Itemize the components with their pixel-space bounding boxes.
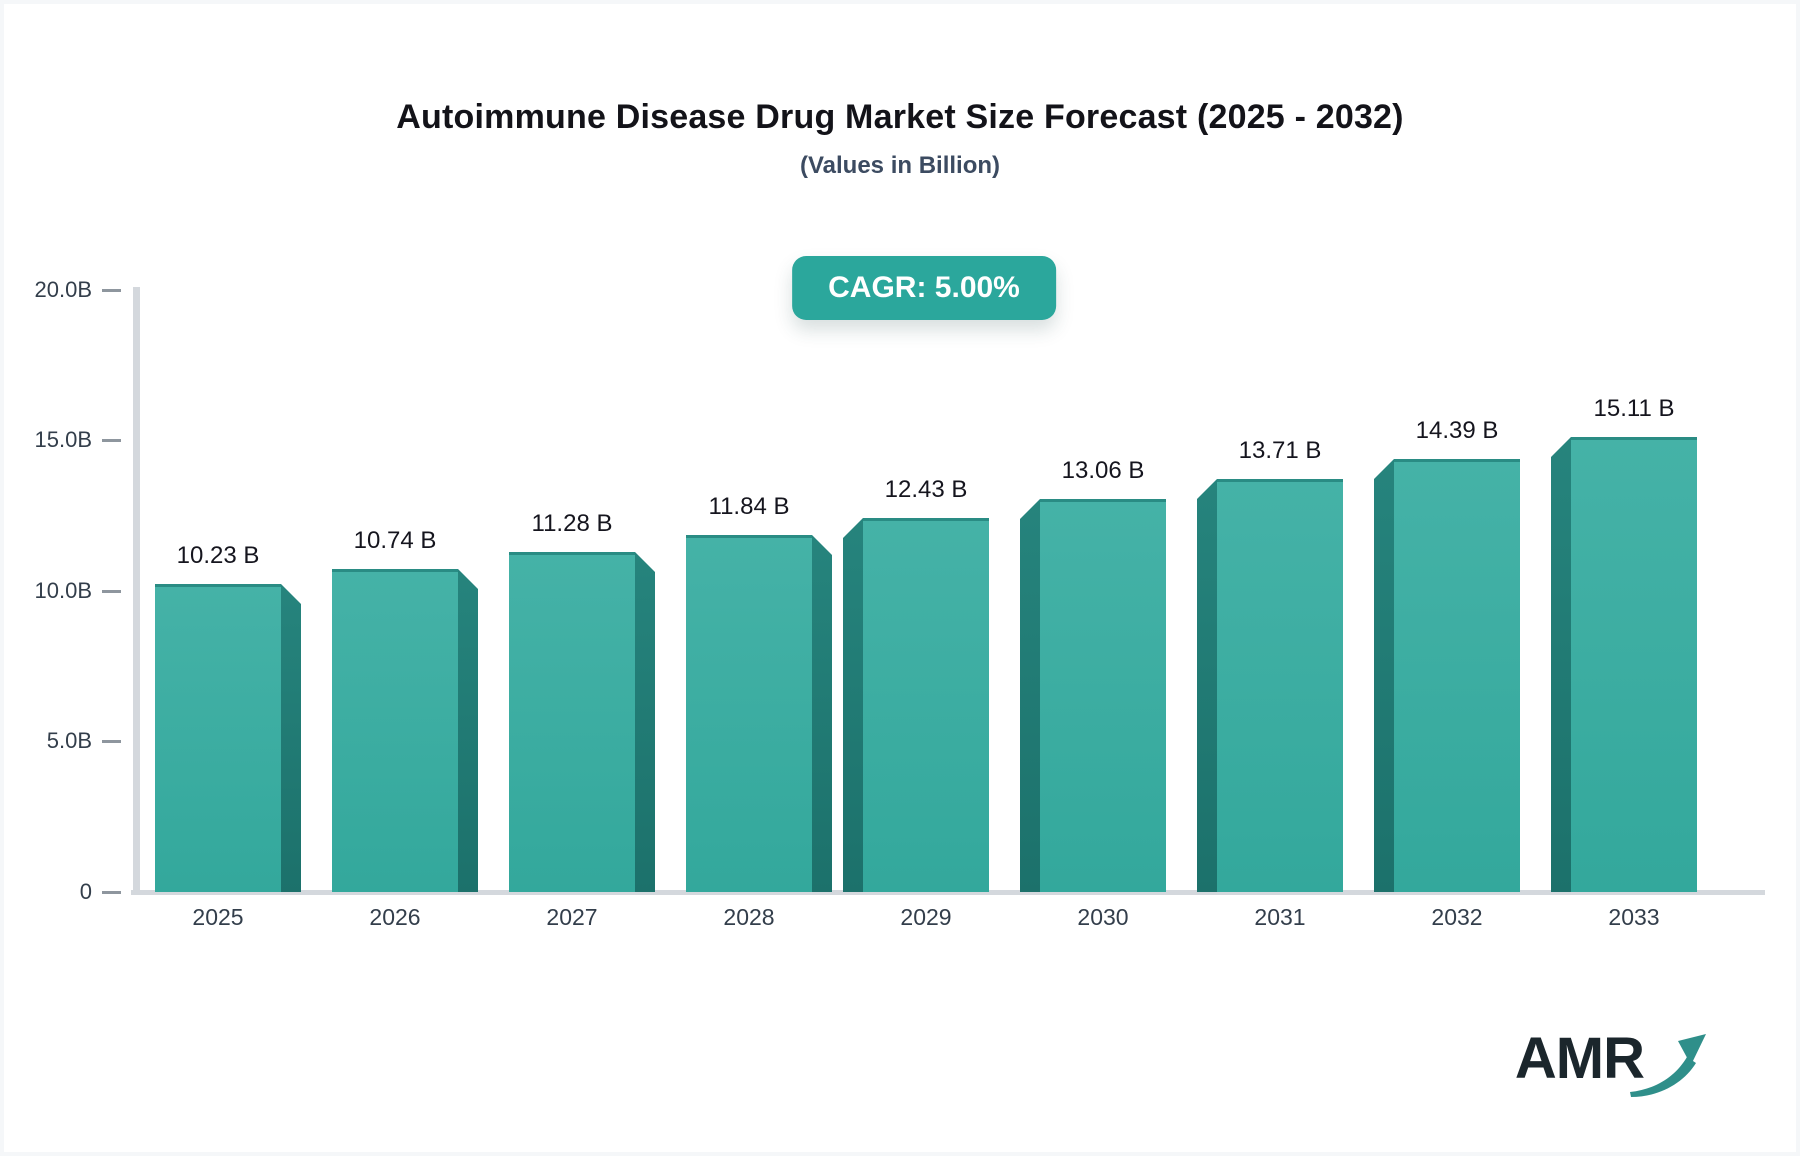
bar-value-label-2028: 11.84 B xyxy=(708,493,790,520)
y-axis-tick xyxy=(102,439,121,443)
x-axis-label-2027: 2027 xyxy=(546,904,598,930)
x-axis-label-2031: 2031 xyxy=(1254,904,1306,930)
bar-2033[interactable] xyxy=(1571,437,1697,892)
y-axis-tick xyxy=(102,891,121,894)
bar-value-label-2026: 10.74 B xyxy=(353,527,437,554)
bar-value-label-2030: 13.06 B xyxy=(1061,457,1145,484)
bar-value-label-2033: 15.11 B xyxy=(1593,395,1675,422)
y-axis-tick xyxy=(102,589,121,593)
bar-side-face-2029 xyxy=(843,518,863,892)
x-axis-label-2030: 2030 xyxy=(1077,904,1129,930)
chart-title: Autoimmune Disease Drug Market Size Fore… xyxy=(396,98,1404,136)
chart-subtitle: (Values in Billion) xyxy=(799,152,1001,179)
y-axis-label-20.0B: 20.0B xyxy=(34,276,93,302)
y-axis-label-5.0B: 5.0B xyxy=(46,728,92,754)
bar-side-face-2026 xyxy=(458,569,478,892)
bar-value-label-2031: 13.71 B xyxy=(1238,437,1322,464)
bar-side-face-2030 xyxy=(1020,499,1040,892)
x-axis-label-2028: 2028 xyxy=(723,904,775,930)
y-axis-label-10.0B: 10.0B xyxy=(34,577,93,603)
y-axis-tick xyxy=(102,288,121,292)
amr-logo-text: AMR xyxy=(1514,1026,1645,1091)
bar-side-face-2033 xyxy=(1551,437,1571,892)
y-axis-label-0: 0 xyxy=(79,879,92,904)
x-axis-label-2029: 2029 xyxy=(900,904,952,930)
y-axis-line xyxy=(133,287,140,893)
bar-2032[interactable] xyxy=(1394,459,1520,892)
x-axis-label-2033: 2033 xyxy=(1608,904,1660,930)
x-axis-label-2026: 2026 xyxy=(369,904,421,930)
bar-2027[interactable] xyxy=(509,552,635,892)
y-axis-label-15.0B: 15.0B xyxy=(34,427,93,453)
x-axis-label-2025: 2025 xyxy=(192,904,244,930)
x-axis-label-2032: 2032 xyxy=(1431,904,1483,930)
bar-2026[interactable] xyxy=(332,569,458,892)
bar-side-face-2031 xyxy=(1197,479,1217,892)
bar-2031[interactable] xyxy=(1217,479,1343,892)
bar-value-label-2029: 12.43 B xyxy=(884,476,968,503)
bar-2029[interactable] xyxy=(863,518,989,892)
bar-value-label-2027: 11.28 B xyxy=(531,510,613,537)
bar-side-face-2032 xyxy=(1374,459,1394,892)
bar-side-face-2027 xyxy=(635,552,655,892)
x-axis-line xyxy=(131,890,1765,895)
bar-side-face-2028 xyxy=(812,535,832,892)
bar-2028[interactable] xyxy=(686,535,812,892)
bar-value-label-2025: 10.23 B xyxy=(176,542,260,569)
bar-2025[interactable] xyxy=(155,584,281,892)
y-axis-tick xyxy=(102,740,121,744)
bar-side-face-2025 xyxy=(281,584,301,892)
bar-2030[interactable] xyxy=(1040,499,1166,892)
trend-up-arrow-icon xyxy=(1630,1034,1706,1097)
amr-logo[interactable]: AMR xyxy=(1515,1030,1708,1098)
bar-value-label-2032: 14.39 B xyxy=(1415,417,1499,444)
cagr-badge: CAGR: 5.00% xyxy=(792,256,1056,320)
